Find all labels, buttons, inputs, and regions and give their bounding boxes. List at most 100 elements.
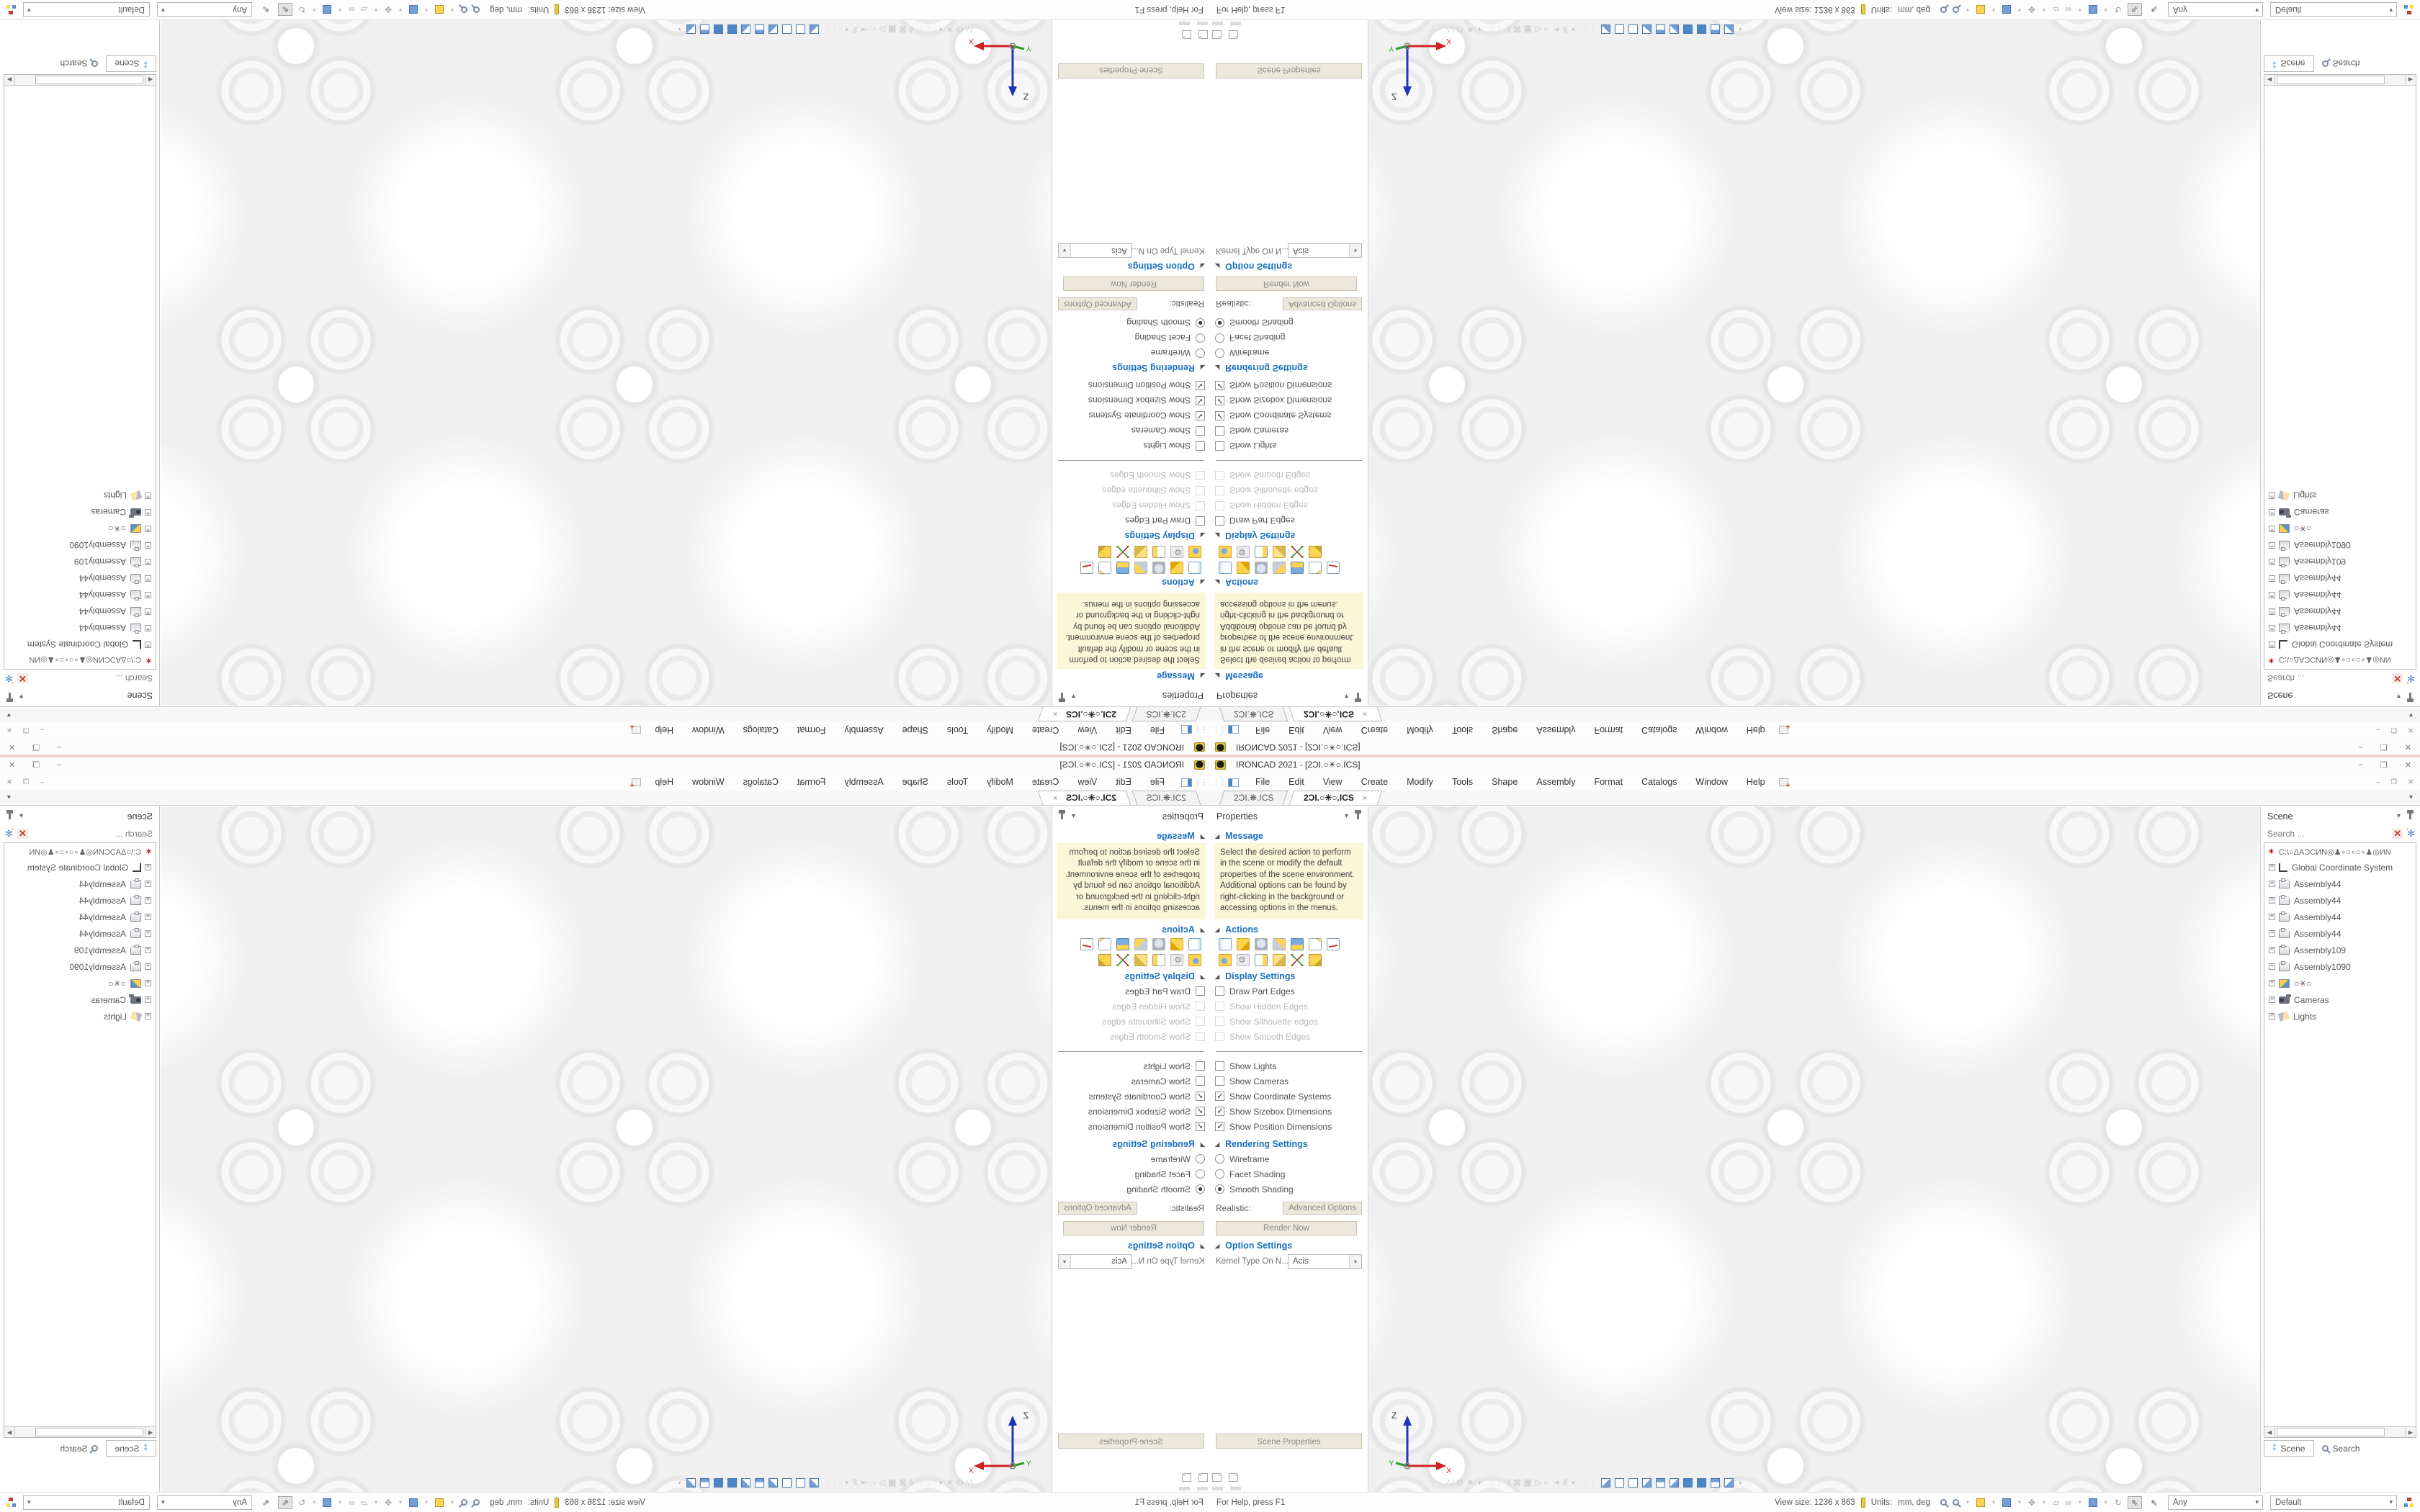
- radio-button[interactable]: [1215, 1154, 1224, 1164]
- menu-create[interactable]: Create: [1031, 725, 1059, 735]
- kernel-type-select[interactable]: Acis ▾: [1288, 243, 1362, 258]
- cube-blue-icon[interactable]: [2088, 5, 2097, 14]
- tab-close-icon[interactable]: ×: [1052, 794, 1057, 803]
- document-icon[interactable]: [1181, 725, 1192, 734]
- scroll-right-icon[interactable]: ▶: [4, 75, 15, 85]
- line-icon[interactable]: ∕: [970, 24, 972, 35]
- expand-icon[interactable]: [2269, 526, 2275, 532]
- scroll-left-icon[interactable]: ◀: [145, 1427, 156, 1437]
- panel-pin-icon[interactable]: [9, 813, 11, 819]
- advanced-options-button[interactable]: Advanced Options: [1283, 1202, 1362, 1215]
- cube-left[interactable]: [781, 24, 792, 35]
- cube-iso-nw[interactable]: [713, 1477, 723, 1488]
- radio-button[interactable]: [1215, 348, 1224, 358]
- menu-edit[interactable]: Edit: [1289, 725, 1304, 735]
- tree-item-assembly[interactable]: Assembly44: [2264, 587, 2416, 603]
- cube-top[interactable]: [1656, 24, 1666, 35]
- tree-item-assembly[interactable]: Assembly44: [2264, 925, 2416, 942]
- kernel-type-select[interactable]: Acis ▾: [1058, 243, 1132, 258]
- spin-shape-icon[interactable]: [1273, 938, 1286, 951]
- chevron-down-icon[interactable]: ▾: [2078, 1499, 2081, 1506]
- search-input[interactable]: [32, 673, 153, 684]
- menu-help[interactable]: Help: [655, 725, 674, 735]
- new-window-icon[interactable]: [1778, 726, 1788, 734]
- tab-search[interactable]: Search: [52, 55, 106, 72]
- scroll-right-icon[interactable]: ▶: [2405, 75, 2416, 85]
- checkbox[interactable]: [1215, 380, 1224, 390]
- mirror-icon[interactable]: ⫻: [852, 1477, 858, 1488]
- assembly-instance-icon[interactable]: [1273, 545, 1286, 558]
- circle-icon[interactable]: ⊙: [956, 1477, 964, 1488]
- measure-grid-icon[interactable]: [1152, 545, 1165, 558]
- cube-iso-nw[interactable]: [1697, 1477, 1707, 1488]
- properties-list-icon[interactable]: [1188, 561, 1201, 574]
- search-input[interactable]: [32, 828, 153, 839]
- horizontal-scrollbar[interactable]: ◀ ▶: [4, 1426, 156, 1437]
- menu-create[interactable]: Create: [1031, 777, 1059, 787]
- intersect-icon[interactable]: ✕: [1466, 24, 1474, 35]
- hatch-icon[interactable]: ⫽: [909, 1477, 913, 1488]
- menu-catalogs[interactable]: Catalogs: [743, 777, 779, 787]
- menu-modify[interactable]: Modify: [987, 777, 1013, 787]
- close-button[interactable]: ✕: [2404, 760, 2411, 770]
- scroll-left-icon[interactable]: ◀: [2264, 75, 2275, 85]
- checkbox[interactable]: [1196, 395, 1205, 405]
- checkbox-show-cameras[interactable]: Show Cameras: [1215, 1074, 1368, 1089]
- section-display-settings[interactable]: ◢ Display Settings: [1215, 530, 1296, 541]
- tab-search[interactable]: Search: [2314, 55, 2368, 72]
- section-actions[interactable]: ◢ Actions: [1215, 924, 1258, 935]
- tree-item-lights[interactable]: Lights: [2264, 487, 2416, 504]
- scroll-right-icon[interactable]: ▶: [2405, 1427, 2416, 1437]
- scene-properties-button[interactable]: Scene Properties: [1058, 63, 1204, 78]
- scrollbar-thumb[interactable]: [35, 76, 143, 84]
- orbit-icon[interactable]: ↻: [2114, 4, 2122, 15]
- assembly-instance-icon[interactable]: [1134, 545, 1147, 558]
- menu-modify[interactable]: Modify: [1407, 777, 1433, 787]
- cube-blue-icon[interactable]: [409, 5, 418, 14]
- radio-smooth-shading[interactable]: Smooth Shading: [1215, 1182, 1368, 1197]
- tab-scene[interactable]: ⁑ Scene: [106, 55, 156, 72]
- menu-file[interactable]: File: [1150, 777, 1165, 787]
- document-tab-active[interactable]: 2ƆI.○✳○.ICS ×: [1037, 707, 1131, 721]
- expand-icon[interactable]: [2269, 995, 2275, 1003]
- extrude-yellow-icon[interactable]: [435, 5, 444, 14]
- scrollbar-thumb[interactable]: [2277, 1428, 2385, 1436]
- move-icon[interactable]: ✥: [385, 1497, 393, 1508]
- offset-icon[interactable]: ⇥: [860, 24, 868, 35]
- panel-pin-icon[interactable]: [2409, 693, 2411, 699]
- expand-icon[interactable]: [2269, 962, 2275, 970]
- menu-window[interactable]: Window: [1695, 725, 1728, 735]
- tree-item-lights[interactable]: Lights: [4, 1008, 156, 1025]
- tree-item-assembly[interactable]: Assembly109: [4, 554, 156, 570]
- minimize-button[interactable]: –: [2358, 743, 2363, 752]
- expand-icon[interactable]: [145, 881, 151, 887]
- render-glasses-icon[interactable]: ∞: [2065, 4, 2071, 15]
- chevron-down-icon[interactable]: ▾: [1349, 243, 1361, 257]
- radio-button[interactable]: [1196, 348, 1205, 358]
- intersect-icon[interactable]: ✕: [946, 24, 954, 35]
- advanced-options-button[interactable]: Advanced Options: [1283, 297, 1362, 310]
- funnel-render-icon[interactable]: [1291, 561, 1304, 574]
- tree-item-part[interactable]: ○✳○: [2264, 521, 2416, 537]
- doc-restore-button[interactable]: ❐: [22, 726, 30, 734]
- cube-right[interactable]: [1642, 1477, 1652, 1488]
- chevron-down-icon[interactable]: ▾: [938, 26, 942, 33]
- wedge-part-icon[interactable]: [1098, 545, 1111, 558]
- scene-tree-root[interactable]: ✶ C:\○ΔAƆCИN◎♟∘○∘○∘♟◎ИN: [2267, 655, 2391, 666]
- doc-restore-button[interactable]: ❐: [2390, 726, 2398, 734]
- cube-iso-se[interactable]: [699, 24, 709, 35]
- polyline-icon[interactable]: ∕: [966, 1477, 968, 1488]
- expand-icon[interactable]: [2269, 863, 2275, 870]
- hierarchy-icon[interactable]: [2404, 1498, 2414, 1507]
- play-icon[interactable]: ▷: [1534, 1477, 1542, 1488]
- expand-icon[interactable]: [145, 509, 151, 516]
- section-message[interactable]: ◢ Message: [1215, 671, 1263, 681]
- chevron-down-icon[interactable]: ▾: [2104, 1499, 2107, 1506]
- cube-iso-nw[interactable]: [713, 24, 723, 35]
- tree-item-part[interactable]: ○✳○: [4, 975, 156, 991]
- gears-icon[interactable]: [1170, 954, 1183, 967]
- zoom-in-icon[interactable]: [473, 1499, 480, 1506]
- edit-sketch-icon[interactable]: [1309, 937, 1322, 951]
- document-tab-active[interactable]: 2ƆI.○✳○.ICS ×: [1289, 707, 1383, 721]
- menu-edit[interactable]: Edit: [1116, 725, 1131, 735]
